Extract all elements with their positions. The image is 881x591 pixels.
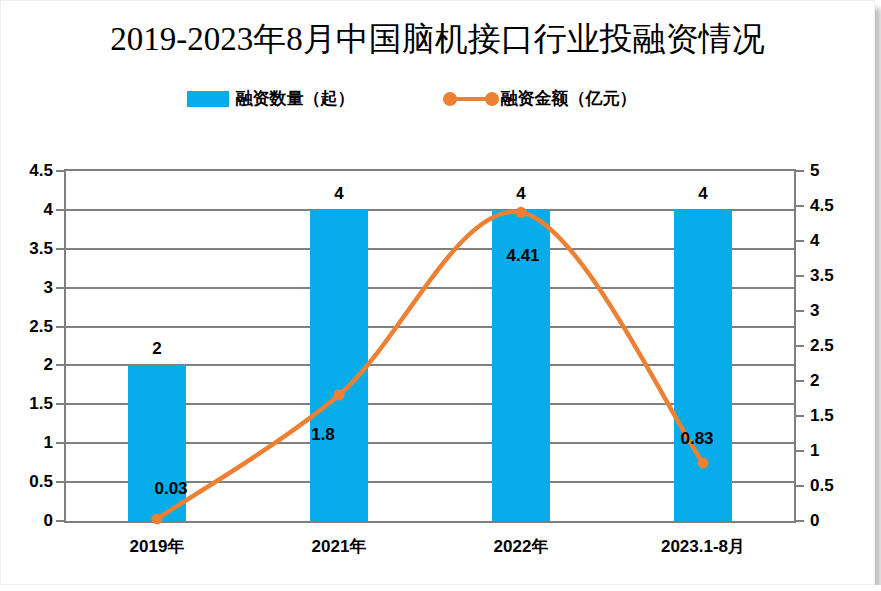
left-axis-label: 1 (1, 433, 53, 453)
axis-tick-right (796, 240, 804, 242)
x-axis-label: 2023.1-8月 (628, 537, 778, 557)
right-axis-label: 1 (810, 441, 862, 461)
axis-tick-right (796, 520, 804, 522)
axis-tick-left (56, 209, 64, 211)
left-axis-label: 3 (1, 278, 53, 298)
right-axis-label: 1.5 (810, 406, 862, 426)
line-value-label: 1.8 (281, 425, 365, 445)
bar-value-label: 4 (479, 184, 563, 204)
left-axis-label: 0 (1, 511, 53, 531)
axis-tick-left (56, 364, 64, 366)
right-axis-label: 3 (810, 301, 862, 321)
axis-tick-left (56, 403, 64, 405)
chart-layer: 0 0.5 1 1.5 2 2.5 3 3.5 4 4.5 0 0.5 1 1.5 2 2.5 3 3.5 4 4.5… (1, 1, 874, 584)
line-point-2022年 (516, 207, 527, 218)
left-axis-label: 2 (1, 355, 53, 375)
axis-tick-right (796, 380, 804, 382)
right-axis-label: 4 (810, 231, 862, 251)
axis-tick-left (56, 287, 64, 289)
right-axis-label: 5 (810, 161, 862, 181)
x-axis-label: 2022年 (446, 537, 596, 557)
line-point-2019年 (152, 513, 163, 524)
right-axis-label: 3.5 (810, 266, 862, 286)
chart-card: 2019-2023年8月中国脑机接口行业投融资情况 融资数量（起） 融资金额（亿… (0, 0, 875, 585)
axis-tick-right (796, 170, 804, 172)
axis-tick-right (796, 345, 804, 347)
axis-tick-left (56, 248, 64, 250)
bar-value-label: 2 (115, 339, 199, 359)
financing-line (157, 212, 703, 519)
line-point-2023.1-8月 (698, 457, 709, 468)
line-point-2021年 (334, 390, 345, 401)
axis-tick-left (56, 442, 64, 444)
right-axis-label: 2.5 (810, 336, 862, 356)
axis-tick-right (796, 275, 804, 277)
line-value-label: 4.41 (481, 246, 565, 266)
axis-tick-left (56, 481, 64, 483)
x-axis-label: 2019年 (82, 537, 232, 557)
left-axis-label: 1.5 (1, 394, 53, 414)
axis-tick-right (796, 450, 804, 452)
right-axis-label: 4.5 (810, 196, 862, 216)
axis-tick-right (796, 485, 804, 487)
right-axis-label: 0 (810, 511, 862, 531)
bar-value-label: 4 (661, 184, 745, 204)
axis-tick-left (56, 326, 64, 328)
left-axis-label: 4 (1, 200, 53, 220)
axis-tick-right (796, 310, 804, 312)
axis-tick-right (796, 415, 804, 417)
line-value-label: 0.83 (655, 429, 739, 449)
left-axis-label: 4.5 (1, 161, 53, 181)
x-axis-label: 2021年 (264, 537, 414, 557)
right-axis-label: 0.5 (810, 476, 862, 496)
right-axis-label: 2 (810, 371, 862, 391)
bar-value-label: 4 (297, 184, 381, 204)
axis-tick-left (56, 520, 64, 522)
line-value-label: 0.03 (129, 479, 213, 499)
axis-tick-right (796, 205, 804, 207)
left-axis-label: 0.5 (1, 472, 53, 492)
axis-tick-left (56, 170, 64, 172)
left-axis-label: 2.5 (1, 317, 53, 337)
left-axis-label: 3.5 (1, 239, 53, 259)
